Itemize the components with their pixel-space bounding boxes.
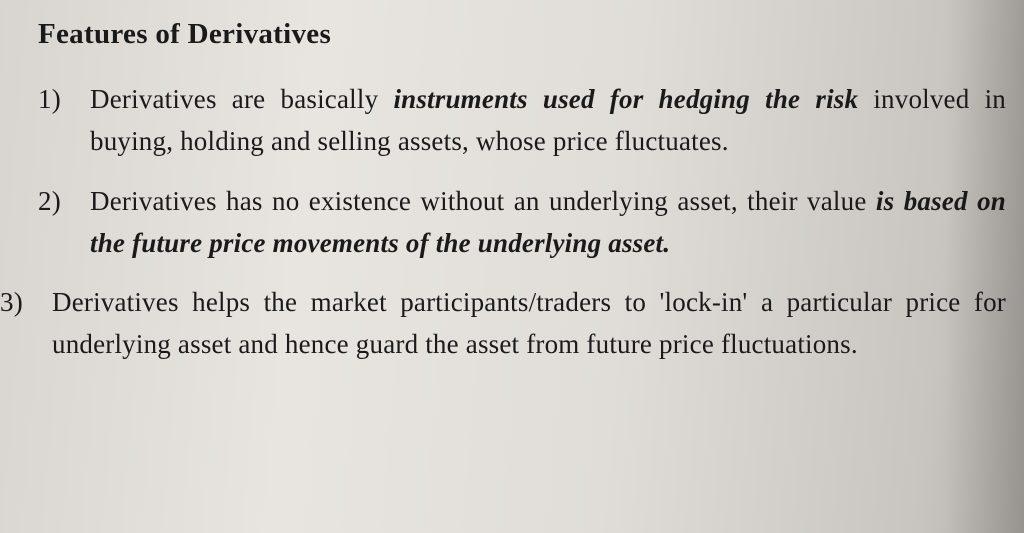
- item-content: Derivatives are basically instruments us…: [90, 79, 1016, 163]
- list-item: 2) Derivatives has no existence without …: [38, 181, 1016, 265]
- list-item: 3) Derivatives helps the market particip…: [38, 282, 1016, 366]
- item-number: 1): [38, 79, 90, 163]
- item-number: 2): [38, 181, 90, 265]
- section-heading: Features of Derivatives: [38, 18, 1016, 51]
- features-list: 1) Derivatives are basically instruments…: [38, 79, 1016, 366]
- text-plain: Derivatives has no existence without an …: [90, 186, 876, 216]
- text-plain: Derivatives are basically: [90, 84, 393, 114]
- text-emphasis: instruments used for hedging the risk: [393, 84, 858, 114]
- list-item: 1) Derivatives are basically instruments…: [38, 79, 1016, 163]
- item-content: Derivatives has no existence without an …: [90, 181, 1016, 265]
- text-plain: Derivatives helps the market participant…: [52, 287, 1006, 359]
- item-number: 3): [0, 282, 52, 366]
- item-content: Derivatives helps the market participant…: [52, 282, 1016, 366]
